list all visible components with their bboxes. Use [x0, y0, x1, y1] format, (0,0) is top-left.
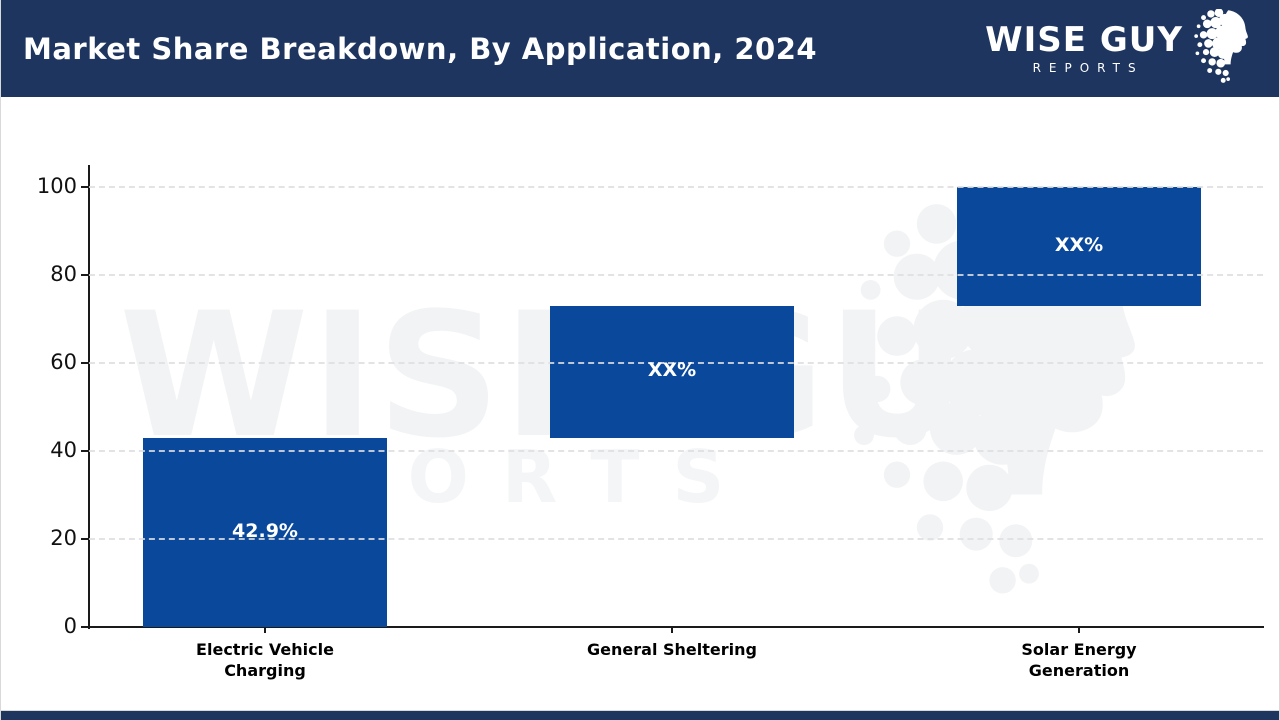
y-tick-mark: [81, 186, 89, 188]
y-tick-label: 0: [63, 614, 77, 638]
x-category-label: General Sheltering: [587, 640, 757, 659]
logo-text: WISE GUY REPORTS: [985, 23, 1183, 75]
footer-divider: [1, 710, 1279, 711]
x-tick-mark: [264, 627, 266, 633]
y-tick-label: 100: [36, 174, 77, 198]
gridline: [89, 450, 1263, 452]
gridline: [89, 274, 1263, 276]
bar-value-label: XX%: [647, 359, 697, 382]
bar-value-label: 42.9%: [232, 519, 298, 542]
x-category-label: Electric Vehicle Charging: [196, 640, 334, 680]
chart-area: WISE GUY R E P O R T S 0 20 40 60 80 100 42.9%…: [1, 97, 1279, 711]
y-tick-label: 60: [50, 350, 77, 374]
gridline: [89, 186, 1263, 188]
x-tick-mark: [1078, 627, 1080, 633]
x-axis-line: [88, 626, 1264, 628]
page-title: Market Share Breakdown, By Application, …: [23, 31, 818, 66]
y-tick-mark: [81, 538, 89, 540]
y-tick-mark: [81, 362, 89, 364]
bar: [550, 306, 794, 439]
header-bar: Market Share Breakdown, By Application, …: [1, 0, 1279, 97]
y-axis-spine: [88, 165, 90, 629]
gridline: [89, 362, 1263, 364]
wise-guy-reports-logo: WISE GUY REPORTS: [985, 8, 1253, 89]
x-category-label: Solar Energy Generation: [1021, 640, 1137, 680]
y-tick-mark: [81, 274, 89, 276]
logo-subtitle: REPORTS: [1032, 60, 1144, 75]
bar: [143, 438, 387, 627]
bar-value-label: XX%: [1054, 233, 1104, 256]
y-tick-label: 80: [50, 262, 77, 286]
plot-layer: 0 20 40 60 80 100 42.9% Electric Vehicle Chargi…: [1, 97, 1279, 711]
dotted-face-icon: [1194, 8, 1248, 83]
y-tick-mark: [81, 626, 89, 628]
y-tick-label: 40: [50, 438, 77, 462]
y-tick-label: 20: [50, 526, 77, 550]
x-tick-mark: [671, 627, 673, 633]
footer-bar: [1, 711, 1279, 720]
y-tick-mark: [81, 450, 89, 452]
logo-wordmark: WISE GUY: [985, 19, 1183, 60]
gridline: [89, 538, 1263, 540]
